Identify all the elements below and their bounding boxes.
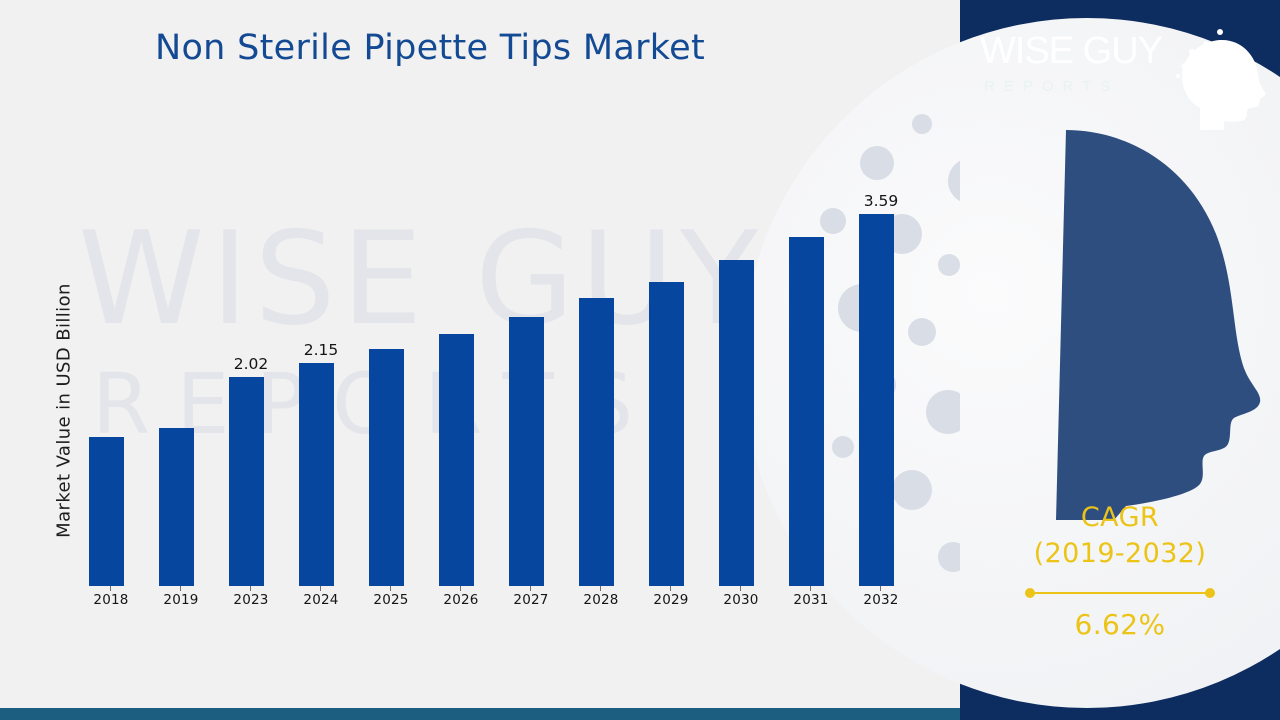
x-axis-label: 2025 — [373, 592, 409, 608]
decorative-dot — [860, 146, 894, 180]
x-axis-tick — [530, 586, 531, 591]
chart-plot-area: 2.02 2.15 3.59 — [76, 140, 916, 591]
bar-slot — [146, 140, 216, 591]
x-axis-tick — [320, 586, 321, 591]
x-axis-label: 2031 — [793, 592, 829, 608]
bottom-accent-strip — [0, 708, 960, 720]
chart-bar — [439, 334, 474, 586]
decorative-dot — [908, 318, 936, 346]
chart-bar — [579, 298, 614, 586]
divider-line — [1031, 592, 1209, 594]
x-axis-label: 2023 — [233, 592, 269, 608]
bar-slot — [776, 140, 846, 591]
page-title: Non Sterile Pipette Tips Market — [154, 28, 705, 68]
bar-slot — [426, 140, 496, 591]
chart-bar — [299, 363, 334, 586]
bar-slot — [706, 140, 776, 591]
x-axis-label: 2030 — [723, 592, 759, 608]
cagr-divider — [1025, 588, 1215, 598]
chart-bar — [789, 236, 824, 586]
x-axis-tick — [670, 586, 671, 591]
chart-bar — [229, 376, 264, 586]
cagr-title: CAGR — [1080, 502, 1160, 533]
x-axis-label: 2024 — [303, 592, 339, 608]
cagr-period: (2019-2032) — [1033, 538, 1207, 569]
chart-bar — [369, 348, 404, 586]
x-axis-label: 2029 — [653, 592, 689, 608]
x-axis-tick — [740, 586, 741, 591]
x-axis-tick — [880, 586, 881, 591]
bar-value-label: 2.15 — [303, 341, 339, 360]
y-axis-label: Market Value in USD Billion — [53, 283, 75, 538]
chart-panel: WISE GUY REPORTS — [0, 18, 960, 720]
x-axis-label: 2027 — [513, 592, 549, 608]
decorative-dot — [926, 390, 960, 434]
x-axis-tick — [460, 586, 461, 591]
x-axis-tick — [390, 586, 391, 591]
chart-bar — [89, 436, 124, 586]
decorative-dot — [912, 114, 932, 134]
logo-wordmark: WISE GUY — [980, 30, 1163, 72]
decorative-dot — [938, 542, 960, 572]
bar-slot — [76, 140, 146, 591]
bar-slot: 2.15 — [286, 140, 356, 591]
chart-bar — [719, 259, 754, 586]
bar-value-label: 3.59 — [863, 192, 899, 211]
chart-bar — [649, 282, 684, 586]
dotted-head-profile-icon — [1176, 29, 1266, 130]
decorative-dot — [938, 254, 960, 276]
side-panel: WISE GUY REPORTS CAGR (2019-2032) — [960, 0, 1280, 720]
chart-bar — [159, 427, 194, 586]
x-axis-tick — [250, 586, 251, 591]
bar-slot — [356, 140, 426, 591]
divider-knob-left — [1025, 588, 1035, 598]
chart-bar — [509, 316, 544, 586]
cagr-block: CAGR (2019-2032) 6.62% — [960, 500, 1280, 641]
x-axis-tick — [180, 586, 181, 591]
bar-slot: 2.02 — [216, 140, 286, 591]
cagr-value: 6.62% — [1074, 608, 1166, 641]
bar-value-label: 2.02 — [233, 354, 269, 373]
head-silhouette-icon — [1056, 130, 1261, 520]
decorative-dot — [892, 470, 932, 510]
x-axis-label: 2032 — [863, 592, 899, 608]
bar-slot — [566, 140, 636, 591]
logo-subtext: REPORTS — [984, 78, 1120, 95]
bar-slot — [636, 140, 706, 591]
watermark-primary: WISE GUY — [78, 205, 765, 354]
decorative-dot — [948, 158, 960, 204]
bar-slot — [496, 140, 566, 591]
divider-knob-right — [1205, 588, 1215, 598]
x-axis-label: 2019 — [163, 592, 199, 608]
brand-logo: WISE GUY REPORTS — [974, 29, 1274, 130]
decorative-dot — [832, 436, 854, 458]
bar-slot: 3.59 — [846, 140, 916, 591]
x-axis-label: 2026 — [443, 592, 479, 608]
x-axis-tick — [110, 586, 111, 591]
x-axis-tick — [810, 586, 811, 591]
x-axis-label: 2018 — [93, 592, 129, 608]
chart-bar — [859, 214, 894, 586]
x-axis-tick — [600, 586, 601, 591]
x-axis-label: 2028 — [583, 592, 619, 608]
decorative-dot — [820, 208, 846, 234]
